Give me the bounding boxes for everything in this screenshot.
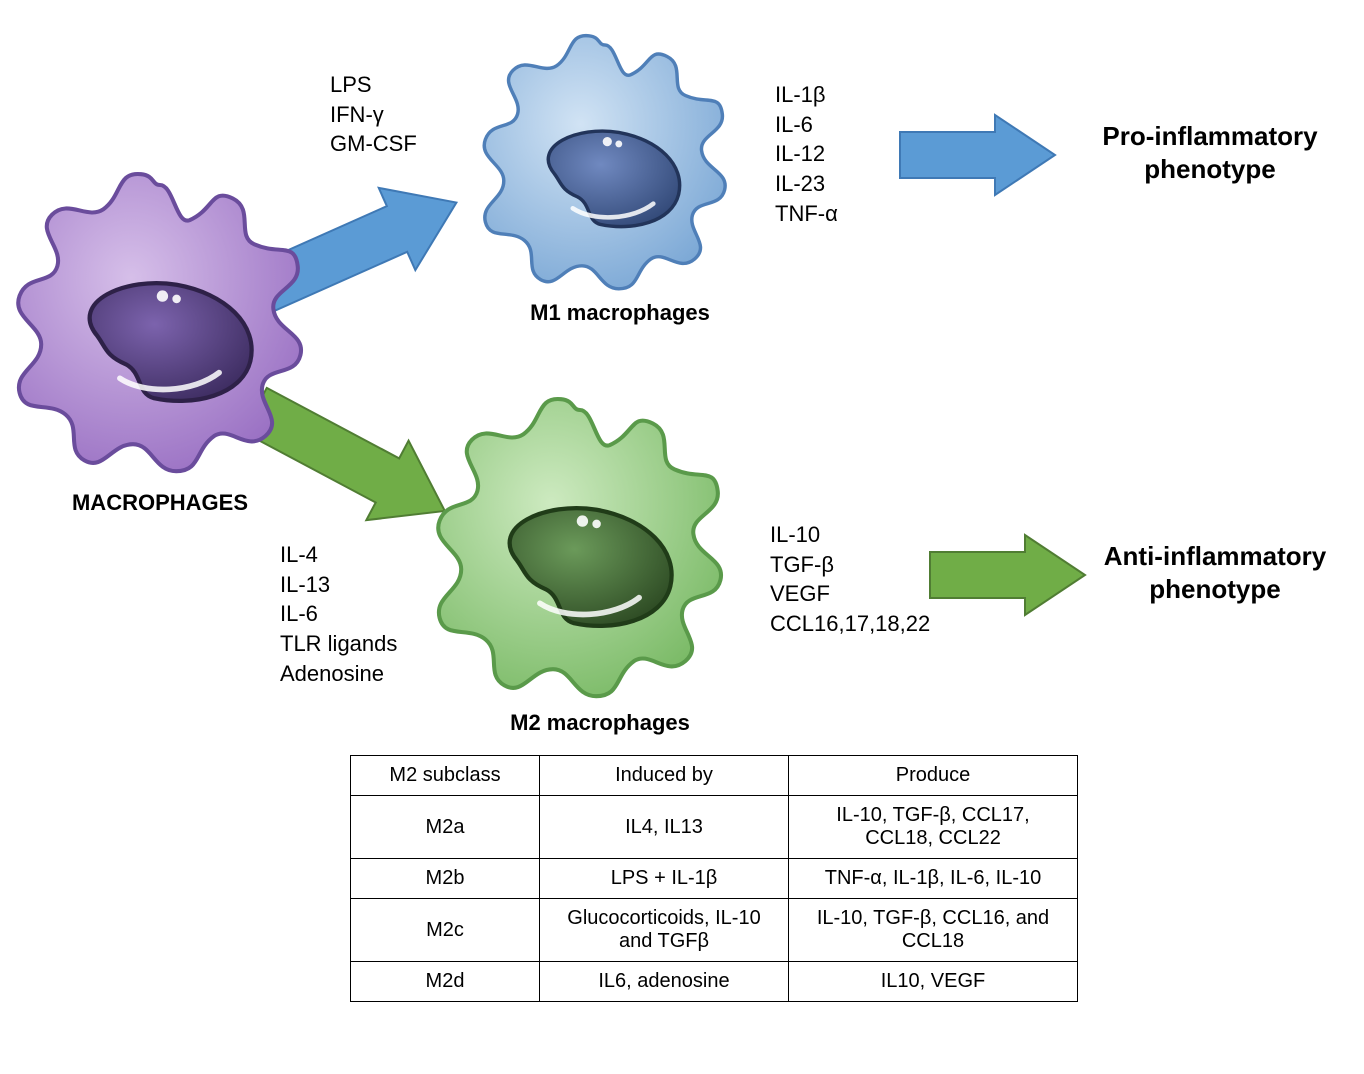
table-cell: M2b [351,859,540,899]
table-cell: M2a [351,796,540,859]
arrow-to-m1 [242,161,475,331]
list-item: IL-4 [280,540,460,570]
m2-phenotype: Anti-inflammatoryphenotype [1070,540,1360,605]
table-cell: IL10, VEGF [789,962,1078,1002]
m1-inducers-list: LPS IFN-γ GM-CSF [330,70,490,159]
list-item: IL-12 [775,139,935,169]
m1-cell-icon [484,36,725,289]
list-item: TGF-β [770,550,970,580]
table-cell: IL-10, TGF-β, CCL16, and CCL18 [789,899,1078,962]
m1-label: M1 macrophages [500,300,740,326]
arrow-to-m2 [234,370,466,550]
m2-products-list: IL-10 TGF-β VEGF CCL16,17,18,22 [770,520,970,639]
list-item: IL-6 [280,599,460,629]
table-row: M2b LPS + IL-1β TNF-α, IL-1β, IL-6, IL-1… [351,859,1078,899]
table-header: Induced by [540,756,789,796]
table-cell: IL4, IL13 [540,796,789,859]
table-cell: M2d [351,962,540,1002]
m2-cell-icon [438,399,721,696]
list-item: VEGF [770,579,970,609]
table-row: M2d IL6, adenosine IL10, VEGF [351,962,1078,1002]
m1-phenotype: Pro-inflammatoryphenotype [1075,120,1345,185]
list-item: IL-23 [775,169,935,199]
list-item: TLR ligands [280,629,460,659]
table-cell: Glucocorticoids, IL-10 and TGFβ [540,899,789,962]
list-item: Adenosine [280,659,460,689]
table-cell: IL6, adenosine [540,962,789,1002]
m2-subclass-table-container: M2 subclass Induced by Produce M2a IL4, … [350,755,1078,1002]
list-item: IFN-γ [330,100,490,130]
list-item: TNF-α [775,199,935,229]
table-header: Produce [789,756,1078,796]
list-item: IL-10 [770,520,970,550]
table-cell: M2c [351,899,540,962]
list-item: IL-13 [280,570,460,600]
list-item: LPS [330,70,490,100]
table-row: M2a IL4, IL13 IL-10, TGF-β, CCL17, CCL18… [351,796,1078,859]
list-item: IL-6 [775,110,935,140]
m2-inducers-list: IL-4 IL-13 IL-6 TLR ligands Adenosine [280,540,460,688]
diagram-svg [0,0,1364,760]
table-cell: LPS + IL-1β [540,859,789,899]
table-header-row: M2 subclass Induced by Produce [351,756,1078,796]
m2-label: M2 macrophages [470,710,730,736]
list-item: CCL16,17,18,22 [770,609,970,639]
macrophage-label: MACROPHAGES [20,490,300,516]
list-item: IL-1β [775,80,935,110]
macrophage-cell-icon [18,174,301,471]
table-row: M2c Glucocorticoids, IL-10 and TGFβ IL-1… [351,899,1078,962]
diagram-stage: MACROPHAGES M1 macrophages M2 macrophage… [0,0,1364,1074]
m1-products-list: IL-1β IL-6 IL-12 IL-23 TNF-α [775,80,935,228]
m2-subclass-table: M2 subclass Induced by Produce M2a IL4, … [350,755,1078,1002]
table-cell: IL-10, TGF-β, CCL17, CCL18, CCL22 [789,796,1078,859]
table-cell: TNF-α, IL-1β, IL-6, IL-10 [789,859,1078,899]
table-header: M2 subclass [351,756,540,796]
list-item: GM-CSF [330,129,490,159]
